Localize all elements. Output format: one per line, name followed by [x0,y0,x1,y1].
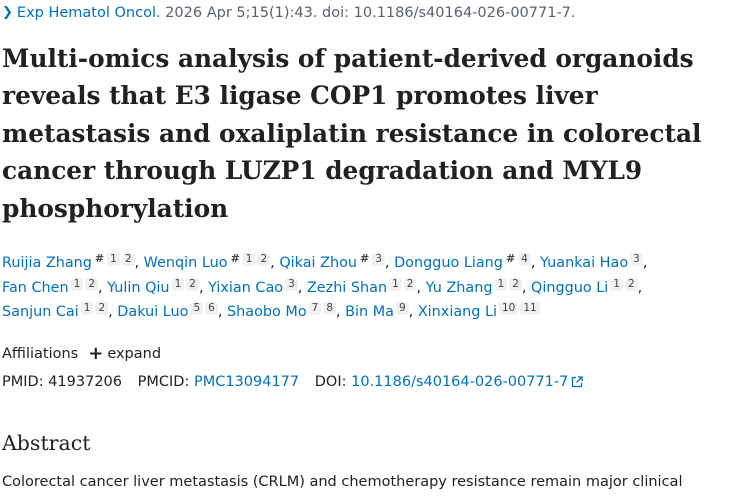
author-item: Fan Chen 1 2 [2,277,98,296]
plus-icon[interactable]: + [88,343,104,364]
author-item: Xinxiang Li 10 11 [417,302,540,320]
abstract-heading: Abstract [2,431,91,455]
affiliation-ref-badge[interactable]: 1 [171,277,185,291]
affiliation-ref-badge[interactable]: 2 [186,277,199,291]
pmcid-label: PMCID: [137,374,190,390]
affiliation-ref-badge[interactable]: 6 [205,302,218,315]
affiliation-ref-badge[interactable]: 3 [372,253,385,266]
affiliation-ref-badge[interactable]: 2 [85,277,98,291]
affiliation-ref-badge[interactable]: 1 [80,302,94,315]
affiliation-ref-badge[interactable]: 2 [403,277,417,291]
external-link-icon[interactable] [571,374,584,394]
affiliation-ref-badge[interactable]: 1 [494,277,508,291]
authors-list: Ruijia Zhang #1 2, Wenqin Luo #1 2, Qikai Zh… [2,252,648,320]
doi-label: DOI: [314,374,347,390]
affiliation-ref-badge[interactable]: 1 [107,253,120,266]
author-item: Dakui Luo 5 6 [117,302,218,320]
affiliation-ref-badge[interactable]: 7 [308,302,322,315]
author-item: Yixian Cao 3 [208,277,298,296]
author-name-link[interactable]: Shaobo Mo [227,304,307,320]
author-name-link[interactable]: Xinxiang Li [417,304,497,320]
affiliation-ref-badge[interactable]: 2 [95,302,109,315]
author-item: Qikai Zhou #3 [279,252,385,271]
author-item: Yuankai Hao 3 [540,253,643,271]
affiliation-ref-badge[interactable]: 2 [509,277,522,291]
author-name-link[interactable]: Yu Zhang [425,279,493,296]
author-name-link[interactable]: Qikai Zhou [279,255,358,271]
citation-line: ❯ Exp Hematol Oncol. 2026 Apr 5;15(1):43.… [2,3,576,24]
author-item: Zezhi Shan 1 2 [306,277,417,296]
affiliation-ref-badge[interactable]: 2 [121,253,135,266]
doi-link[interactable]: 10.1186/s40164-026-00771-7 [351,374,569,390]
expand-button[interactable]: expand [107,346,162,362]
journal-link[interactable]: Exp Hematol Oncol. [16,5,161,21]
affiliation-ref-badge[interactable]: 11 [520,302,540,315]
author-item: Wenqin Luo #1 2 [143,252,271,271]
citation-details: 2026 Apr 5;15(1):43. doi: 10.1186/s40164… [160,5,576,21]
affiliation-ref-badge[interactable]: 3 [630,253,643,266]
equal-contribution-marker[interactable]: # [94,252,105,265]
chevron-right-icon[interactable]: ❯ [2,5,13,20]
affiliation-ref-badge[interactable]: 10 [498,302,519,315]
author-item: Bin Ma 9 [345,302,409,320]
author-name-link[interactable]: Bin Ma [345,304,394,320]
affiliations-toggle: Affiliations + expand [2,343,161,364]
author-item: Dongguo Liang #4 [394,252,531,271]
affiliation-ref-badge[interactable]: 1 [389,277,402,291]
author-name-link[interactable]: Wenqin Luo [143,255,228,271]
affiliation-ref-badge[interactable]: 8 [323,302,337,315]
author-name-link[interactable]: Ruijia Zhang [2,255,92,271]
author-name-link[interactable]: Yixian Cao [208,279,284,296]
author-name-link[interactable]: Dakui Luo [117,304,189,320]
affiliation-ref-badge[interactable]: 4 [518,253,531,266]
author-item: Yulin Qiu 1 2 [107,277,199,296]
author-item: Shaobo Mo 7 8 [227,302,337,320]
author-item: Yu Zhang 1 2 [425,277,522,296]
author-item: Qingguo Li 1 2 [531,277,638,296]
affiliation-ref-badge[interactable]: 2 [257,253,271,266]
affiliation-ref-badge[interactable]: 5 [190,302,204,315]
affiliation-ref-badge[interactable]: 1 [70,277,84,291]
identifiers-line: PMID: 41937206 PMCID: PMC13094177 DOI: 1… [2,372,584,394]
pmcid-link[interactable]: PMC13094177 [193,374,300,390]
affiliation-ref-badge[interactable]: 1 [610,277,623,291]
affiliation-ref-badge[interactable]: 9 [395,302,409,315]
author-name-link[interactable]: Yuankai Hao [540,255,629,271]
affiliation-ref-badge[interactable]: 3 [285,277,298,291]
affiliation-ref-badge[interactable]: 2 [624,277,638,291]
affiliations-label: Affiliations [2,346,79,362]
author-name-link[interactable]: Sanjun Cai [2,304,79,320]
author-item: Sanjun Cai 1 2 [2,302,109,320]
article-title: Multi-omics analysis of patient-derived … [2,44,702,223]
pmid-value: 41937206 [48,374,123,390]
abstract-text: Colorectal cancer liver metastasis (CRLM… [2,474,683,490]
author-item: Ruijia Zhang #1 2 [2,252,135,271]
equal-contribution-marker[interactable]: # [230,252,240,265]
equal-contribution-marker[interactable]: # [505,252,516,265]
author-name-link[interactable]: Qingguo Li [531,279,609,296]
author-name-link[interactable]: Yulin Qiu [107,279,170,296]
affiliation-ref-badge[interactable]: 1 [242,253,256,266]
author-name-link[interactable]: Dongguo Liang [394,255,503,271]
author-name-link[interactable]: Zezhi Shan [306,279,388,296]
author-name-link[interactable]: Fan Chen [2,279,69,296]
equal-contribution-marker[interactable]: # [360,252,370,265]
pmid-label: PMID: [2,374,44,390]
